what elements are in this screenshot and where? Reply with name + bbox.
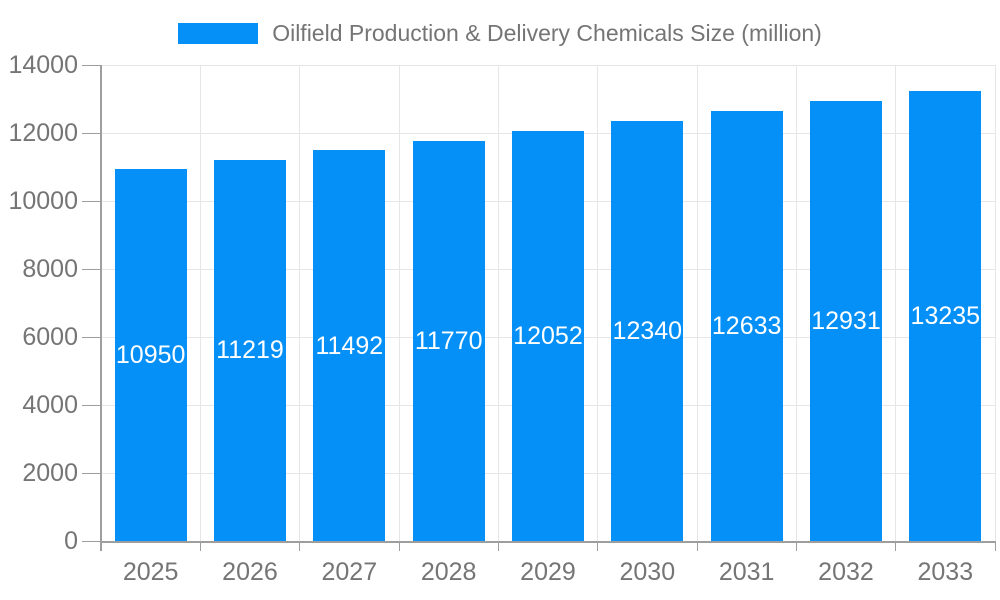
y-tick-label: 12000 [8, 119, 78, 147]
x-tick-label: 2031 [718, 558, 775, 586]
gridline-v [299, 65, 301, 541]
gridline-v [795, 65, 797, 541]
bar-value-label: 12052 [513, 322, 583, 351]
bar-value-label: 10950 [115, 340, 186, 369]
legend: Oilfield Production & Delivery Chemicals… [0, 19, 1000, 47]
x-tick-label: 2027 [321, 558, 378, 586]
y-tick-mark [82, 336, 101, 338]
bar-value-label: 12931 [811, 307, 881, 336]
bar [114, 168, 187, 541]
x-tick-mark [795, 541, 797, 551]
y-tick-label: 4000 [22, 391, 78, 419]
x-tick-label: 2029 [520, 558, 576, 586]
y-tick-mark [82, 540, 101, 542]
x-tick-mark [994, 541, 996, 551]
y-tick-label: 14000 [8, 51, 78, 79]
bar-value-label: 12633 [711, 312, 782, 341]
y-tick-mark [82, 200, 101, 202]
bar [810, 101, 882, 541]
gridline-v [597, 65, 599, 541]
bar-value-label: 11219 [216, 336, 284, 365]
bar [512, 131, 584, 541]
x-tick-label: 2032 [818, 558, 874, 586]
x-tick-mark [696, 541, 698, 551]
x-tick-mark [299, 541, 301, 551]
x-tick-mark [199, 541, 201, 551]
x-tick-mark [597, 541, 599, 551]
bar-value-label: 11770 [414, 326, 483, 355]
x-tick-label: 2033 [917, 558, 974, 586]
bar [909, 91, 982, 541]
y-tick-mark [82, 64, 101, 66]
legend-label: Oilfield Production & Delivery Chemicals… [272, 19, 822, 46]
bar-value-label: 11492 [315, 331, 384, 360]
y-tick-label: 2000 [22, 459, 78, 487]
bar [313, 150, 386, 541]
y-axis-line [100, 65, 102, 551]
gridline-v [398, 65, 400, 541]
gridline-v [696, 65, 698, 541]
y-tick-mark [82, 268, 101, 270]
bar [710, 111, 783, 541]
y-tick-label: 8000 [22, 255, 78, 283]
bar [214, 159, 286, 541]
bar-value-label: 13235 [910, 302, 981, 330]
legend-swatch [178, 22, 259, 44]
gridline-v [497, 65, 499, 541]
x-tick-label: 2030 [619, 558, 676, 586]
gridline-v [199, 65, 201, 541]
y-tick-label: 10000 [8, 187, 78, 215]
bar-value-label: 12340 [612, 317, 683, 346]
gridline-v [994, 65, 996, 541]
x-tick-label: 2028 [420, 558, 477, 586]
y-tick-mark [82, 472, 101, 474]
y-tick-mark [82, 132, 101, 134]
bar [412, 140, 485, 541]
x-tick-mark [895, 541, 897, 551]
gridline-h [101, 64, 995, 66]
x-axis-line [100, 541, 996, 543]
y-tick-label: 0 [64, 527, 78, 555]
y-tick-label: 6000 [22, 323, 78, 351]
x-tick-label: 2025 [122, 558, 179, 586]
x-tick-label: 2026 [222, 558, 278, 586]
gridline-v [895, 65, 897, 541]
x-tick-mark [398, 541, 400, 551]
x-tick-mark [497, 541, 499, 551]
bar [611, 121, 684, 541]
y-tick-mark [82, 404, 101, 406]
